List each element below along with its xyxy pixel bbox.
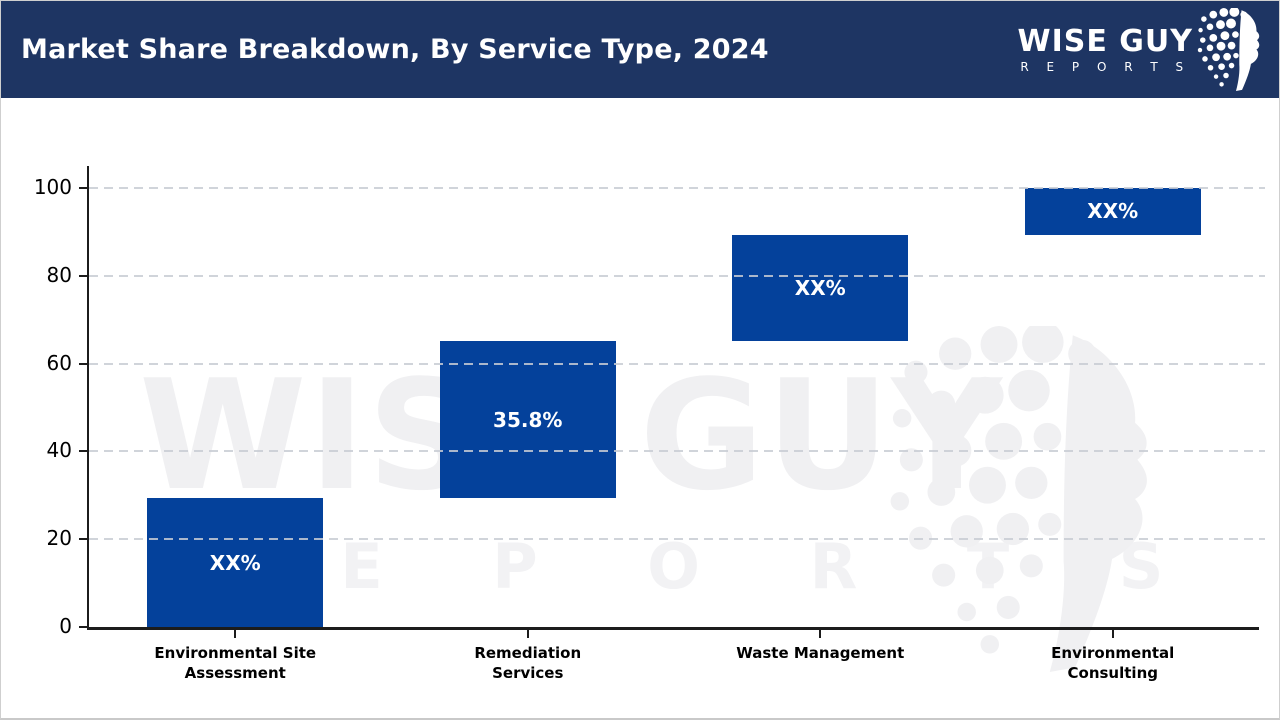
bar: 35.8%: [439, 341, 616, 499]
x-axis-tick: [234, 630, 237, 638]
y-axis-tick: [79, 538, 88, 541]
x-axis-label: Environmental Site Assessment: [154, 644, 317, 683]
logo-subtitle: R E P O R T S: [1020, 59, 1191, 74]
y-axis-tick: [79, 626, 88, 628]
header-bar: Market Share Breakdown, By Service Type,…: [1, 1, 1280, 98]
chart-area: WISE GUY R E P O R T S 0 20 40 60 80 100 XX% En…: [1, 98, 1279, 699]
y-axis-label: 100: [33, 175, 72, 199]
gridline: [89, 450, 1265, 453]
x-axis-tick: [1111, 630, 1114, 638]
wise-guy-logo: WISE GUY R E P O R T S: [1017, 8, 1280, 91]
x-axis-label: Waste Management: [736, 644, 905, 662]
x-axis-label: Remediation Services: [474, 644, 582, 683]
bar: XX%: [1024, 188, 1201, 235]
y-axis-label: 0: [59, 614, 72, 638]
y-axis-tick: [79, 450, 88, 453]
bar-value-label: XX%: [1087, 199, 1139, 224]
bar-value-label: XX%: [794, 276, 846, 301]
bar-value-label: 35.8%: [493, 407, 563, 432]
y-axis-label: 20: [46, 526, 72, 551]
x-axis-tick: [526, 630, 529, 638]
y-axis-tick: [79, 187, 88, 189]
gridline: [89, 274, 1265, 277]
gridline: [89, 538, 1265, 541]
dotted-head-icon: [1195, 8, 1267, 91]
y-axis-tick: [79, 362, 88, 365]
gridline: [89, 187, 1265, 189]
gridline: [89, 362, 1265, 365]
y-axis-label: 60: [46, 350, 72, 375]
logo-text: WISE GUY R E P O R T S: [1017, 23, 1193, 74]
y-axis-line: [87, 166, 89, 627]
x-axis-tick: [819, 630, 822, 638]
x-axis-label: Environmental Consulting: [1051, 644, 1175, 683]
bar-value-label: XX%: [209, 550, 261, 575]
page-title: Market Share Breakdown, By Service Type,…: [21, 34, 769, 65]
y-axis-label: 80: [46, 262, 72, 287]
y-axis-tick: [79, 274, 88, 277]
x-axis-line: [87, 627, 1259, 630]
bar: XX%: [732, 234, 909, 342]
y-axis-label: 40: [46, 438, 72, 463]
logo-name: WISE GUY: [1017, 23, 1193, 59]
bar: XX%: [147, 498, 324, 627]
watermark-head-icon: [879, 326, 1179, 672]
